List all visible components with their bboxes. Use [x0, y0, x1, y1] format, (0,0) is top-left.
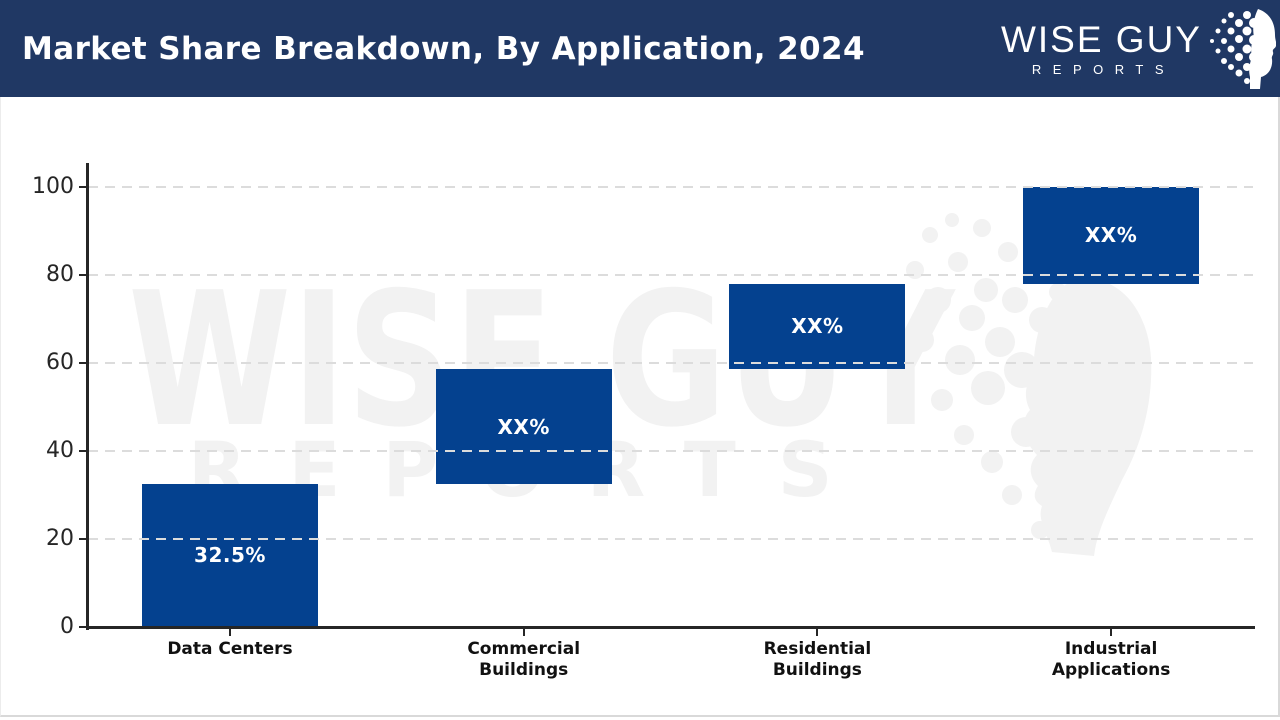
y-tick: [79, 537, 86, 540]
y-tick-label: 20: [46, 525, 74, 551]
logo-wordmark: WISE GUY: [1000, 18, 1202, 60]
y-tick: [79, 361, 86, 364]
logo-subtext: REPORTS: [1031, 61, 1176, 77]
y-tick: [79, 449, 86, 452]
x-category-line: Commercial: [467, 639, 581, 659]
y-tick-label: 80: [46, 261, 74, 287]
x-tick: [816, 629, 819, 636]
x-category-line: Data Centers: [167, 639, 293, 659]
x-axis-line: [86, 626, 1255, 629]
y-axis-line: [86, 163, 89, 630]
bar-value-label: XX%: [791, 314, 844, 339]
y-tick-label: 60: [46, 349, 74, 375]
x-category-label: Industrial Applications: [1001, 639, 1221, 681]
x-category-line: Buildings: [479, 660, 569, 680]
y-tick-label: 100: [32, 173, 74, 199]
watermark-face-icon: [876, 211, 1152, 556]
y-tick: [79, 273, 86, 276]
x-category-label: Data Centers: [120, 639, 340, 660]
x-tick: [522, 629, 525, 636]
waterfall-bar: XX%: [1023, 186, 1200, 284]
y-tick: [79, 185, 86, 188]
brand-logo: WISE GUY REPORTS: [1001, 7, 1276, 91]
y-tick-label: 0: [60, 614, 74, 639]
waterfall-bar: 32.5%: [142, 483, 318, 627]
gridline: [88, 361, 1253, 364]
bar-value-label: 32.5%: [194, 543, 266, 568]
header-bar: Market Share Breakdown, By Application, …: [0, 0, 1280, 97]
x-tick: [229, 629, 231, 636]
waterfall-bar: XX%: [435, 369, 612, 484]
x-category-line: Industrial: [1064, 639, 1158, 659]
x-category-line: Residential: [763, 639, 872, 659]
x-category-label: Residential Buildings: [707, 639, 927, 681]
gridline: [88, 185, 1253, 188]
gridline: [88, 537, 1253, 540]
x-category-line: Applications: [1051, 660, 1171, 680]
bar-value-label: XX%: [497, 414, 550, 439]
y-tick-label: 40: [46, 437, 74, 463]
x-category-label: Commercial Buildings: [414, 639, 634, 681]
waterfall-bar: XX%: [729, 283, 906, 370]
page-title: Market Share Breakdown, By Application, …: [22, 30, 865, 67]
y-tick: [79, 626, 86, 628]
gridline: [88, 273, 1253, 276]
x-tick: [1110, 629, 1113, 636]
x-category-line: Buildings: [772, 660, 862, 680]
logo-face-icon: [1210, 8, 1276, 89]
brand-logo-text: WISE GUY REPORTS: [1001, 21, 1202, 77]
bar-value-label: XX%: [1084, 223, 1138, 248]
gridline: [88, 449, 1253, 452]
